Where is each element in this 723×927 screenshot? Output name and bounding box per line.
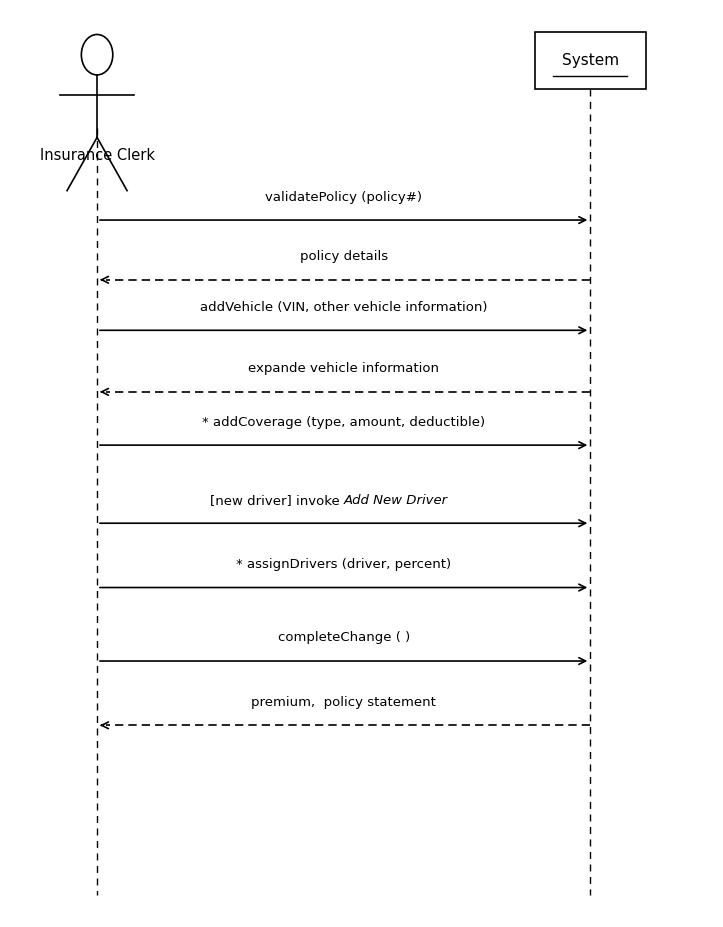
Text: premium,  policy statement: premium, policy statement: [251, 696, 436, 709]
Text: * assignDrivers (driver, percent): * assignDrivers (driver, percent): [236, 558, 451, 571]
Text: * addCoverage (type, amount, deductible): * addCoverage (type, amount, deductible): [202, 415, 485, 428]
Text: Insurance Clerk: Insurance Clerk: [40, 148, 155, 163]
Text: validatePolicy (policy#): validatePolicy (policy#): [265, 191, 422, 204]
Text: addVehicle (VIN, other vehicle information): addVehicle (VIN, other vehicle informati…: [200, 300, 487, 313]
Text: System: System: [562, 53, 619, 68]
Text: [new driver] invoke: [new driver] invoke: [210, 494, 343, 507]
Text: policy details: policy details: [299, 250, 388, 263]
Text: expande vehicle information: expande vehicle information: [248, 362, 439, 375]
Text: Add New Driver: Add New Driver: [343, 494, 448, 507]
Text: completeChange ( ): completeChange ( ): [278, 631, 410, 644]
Bar: [535, 32, 646, 89]
